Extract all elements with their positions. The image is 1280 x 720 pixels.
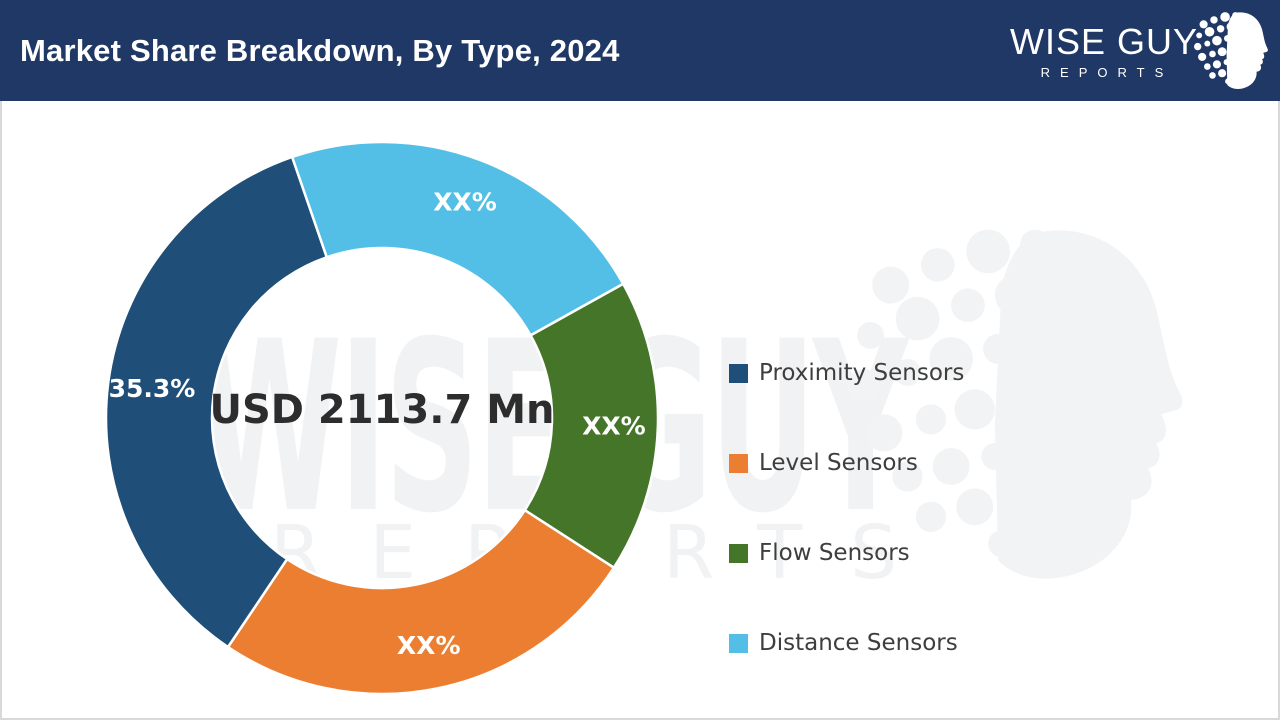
legend-swatch-proximity (729, 363, 748, 383)
legend-swatch-flow (729, 543, 748, 563)
slice-value-label: 35.3% (109, 374, 196, 403)
legend-label: Level Sensors (759, 450, 918, 476)
logo-face-icon (1194, 10, 1268, 92)
legend-swatch-distance (729, 633, 748, 653)
logo-subtext: REPORTS (1040, 65, 1174, 80)
donut-segment-distance-sensors[interactable] (290, 140, 625, 337)
donut-segment-level-sensors[interactable] (226, 508, 616, 696)
chart-area: WISE GUY REPORTS XX%XX%XX%35.3%USD 2113.… (0, 101, 1280, 720)
donut-center-label: USD 2113.7 Mn (210, 387, 555, 433)
chart-legend: Proximity Sensors Level Sensors Flow Sen… (729, 359, 964, 718)
donut-chart: XX% XX% XX% 35.3% USD 2113.7 Mn (104, 140, 660, 696)
legend-item-level-sensors[interactable]: Level Sensors (729, 449, 964, 477)
legend-item-flow-sensors[interactable]: Flow Sensors (729, 539, 964, 567)
page-title: Market Share Breakdown, By Type, 2024 (20, 32, 620, 68)
slice-value-label: XX% (582, 412, 646, 441)
legend-item-proximity-sensors[interactable]: Proximity Sensors (729, 359, 964, 387)
logo-text: WISE GUY REPORTS (1010, 21, 1198, 80)
slice-value-label: XX% (433, 187, 497, 216)
header-bar: Market Share Breakdown, By Type, 2024 WI… (0, 0, 1280, 101)
donut-segment-flow-sensors[interactable] (523, 282, 660, 569)
slice-value-label: XX% (397, 631, 461, 660)
legend-item-distance-sensors[interactable]: Distance Sensors (729, 629, 964, 657)
legend-label: Proximity Sensors (759, 360, 965, 386)
legend-swatch-level (729, 453, 748, 473)
legend-label: Distance Sensors (759, 630, 958, 656)
logo-wordmark: WISE GUY (1009, 21, 1198, 62)
brand-logo: WISE GUY REPORTS (1010, 10, 1268, 92)
legend-label: Flow Sensors (759, 540, 910, 566)
donut-segment-proximity-sensors[interactable] (104, 155, 328, 649)
